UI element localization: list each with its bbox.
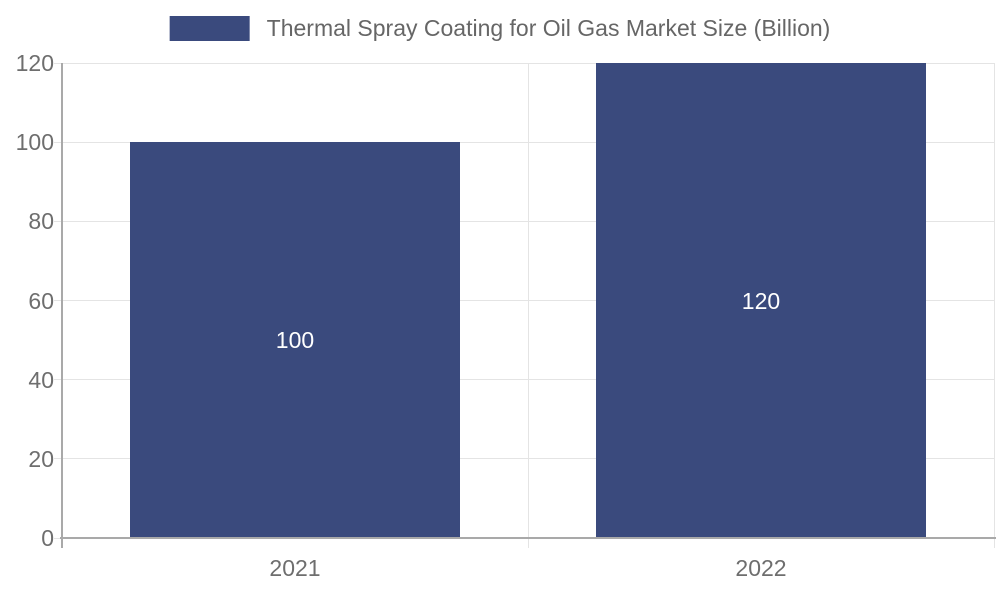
y-axis-line [61, 63, 63, 548]
y-tick-label: 60 [28, 287, 54, 314]
x-tick-label: 2021 [269, 555, 321, 581]
x-tick-label: 2022 [735, 555, 787, 581]
y-gridline [54, 458, 994, 460]
y-gridline [54, 141, 994, 143]
x-gridline [527, 63, 529, 548]
plot-area: 0 20 40 60 80 100 120 100 2021 120 2022 [16, 50, 996, 581]
x-axis-line [60, 537, 996, 539]
x-gridline [993, 63, 995, 548]
legend[interactable]: Thermal Spray Coating for Oil Gas Market… [169, 15, 831, 42]
bar-value-label: 100 [275, 327, 315, 354]
y-tick-label: 20 [28, 445, 54, 472]
y-tick-label: 100 [15, 129, 54, 156]
y-tick-label: 40 [28, 366, 54, 393]
y-tick-label: 80 [28, 208, 54, 235]
y-gridline [54, 62, 994, 64]
y-gridline [54, 379, 994, 381]
bar-value-label: 120 [741, 287, 781, 314]
y-tick-label: 120 [15, 50, 54, 76]
legend-label: Thermal Spray Coating for Oil Gas Market… [266, 15, 831, 41]
legend-swatch-icon [169, 16, 250, 41]
bar-2021[interactable] [129, 142, 461, 538]
bar-2022[interactable] [595, 63, 927, 538]
y-gridline [54, 220, 994, 222]
y-gridline [54, 300, 994, 301]
y-tick-label: 0 [41, 525, 54, 551]
